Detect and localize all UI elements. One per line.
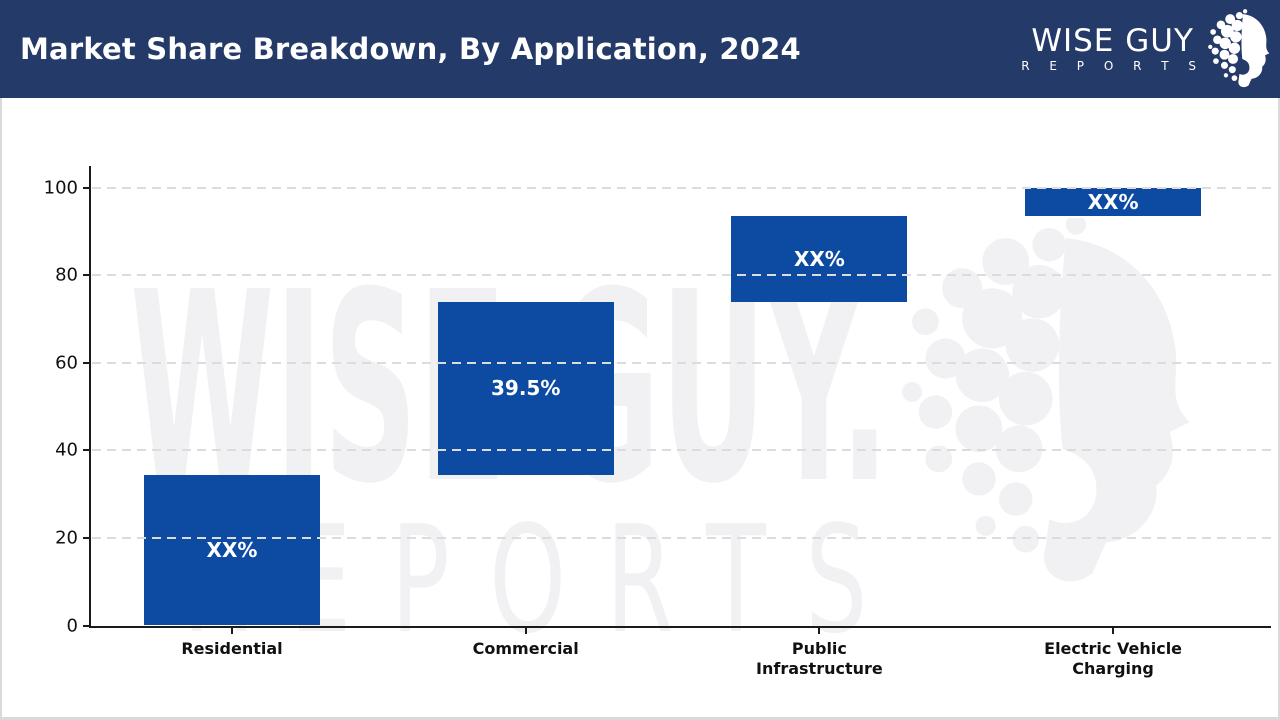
y-axis-tick — [83, 361, 90, 364]
y-axis-tick-label: 40 — [55, 439, 78, 461]
header: Market Share Breakdown, By Application, … — [0, 0, 1280, 98]
chart-canvas: WISE GUY. REPORTS 0 20 40 60 80 100 XX% Residen… — [0, 98, 1280, 720]
y-axis-tick-label: 80 — [55, 264, 78, 286]
x-axis-category-label: Public Infrastructure — [756, 638, 883, 678]
bar-value-label: XX% — [793, 246, 845, 271]
bar-value-label: XX% — [1087, 189, 1139, 214]
bar-public-infrastructure: XX% — [731, 215, 908, 302]
x-axis-category-label: Commercial — [472, 638, 579, 658]
bar-residential: XX% — [144, 474, 320, 626]
gridline-y-20 — [92, 536, 1271, 539]
x-axis-tick — [524, 625, 527, 634]
page-title: Market Share Breakdown, By Application, … — [20, 32, 801, 66]
brand-logo: WISE GUY R E P O R T S — [1021, 6, 1270, 92]
bar-value-label: 39.5% — [490, 376, 561, 401]
brand-subtitle: R E P O R T S — [1021, 58, 1204, 73]
bar-electric-vehicle-charging: XX% — [1025, 187, 1202, 216]
bar-value-label: XX% — [206, 538, 258, 563]
y-axis-tick-label: 20 — [55, 527, 78, 549]
gridline-y-60 — [92, 361, 1271, 364]
y-axis-tick-label: 100 — [43, 177, 78, 198]
bar-commercial: 39.5% — [437, 301, 614, 475]
brand-logo-text: WISE GUY R E P O R T S — [1021, 25, 1204, 73]
x-axis-category-label: Residential — [181, 638, 283, 658]
brand-name: WISE GUY — [1031, 23, 1194, 60]
y-axis-tick — [83, 624, 90, 627]
gridline-y-80 — [92, 274, 1271, 277]
y-axis-spine — [89, 166, 91, 628]
x-axis-tick — [231, 625, 233, 634]
y-axis-tick-label: 0 — [66, 615, 78, 636]
x-axis-tick — [1112, 625, 1115, 634]
x-axis-spine — [89, 625, 1271, 628]
gridline-y-40 — [92, 449, 1271, 452]
brand-head-icon — [1208, 9, 1270, 88]
y-axis-tick — [83, 536, 90, 539]
gridline-y-100 — [92, 186, 1271, 189]
y-axis-tick — [83, 274, 90, 277]
y-axis-tick — [83, 449, 90, 452]
y-axis-tick-label: 60 — [55, 352, 78, 374]
x-axis-category-label: Electric Vehicle Charging — [1044, 638, 1183, 678]
x-axis-tick — [818, 625, 821, 634]
y-axis-tick — [83, 186, 90, 189]
